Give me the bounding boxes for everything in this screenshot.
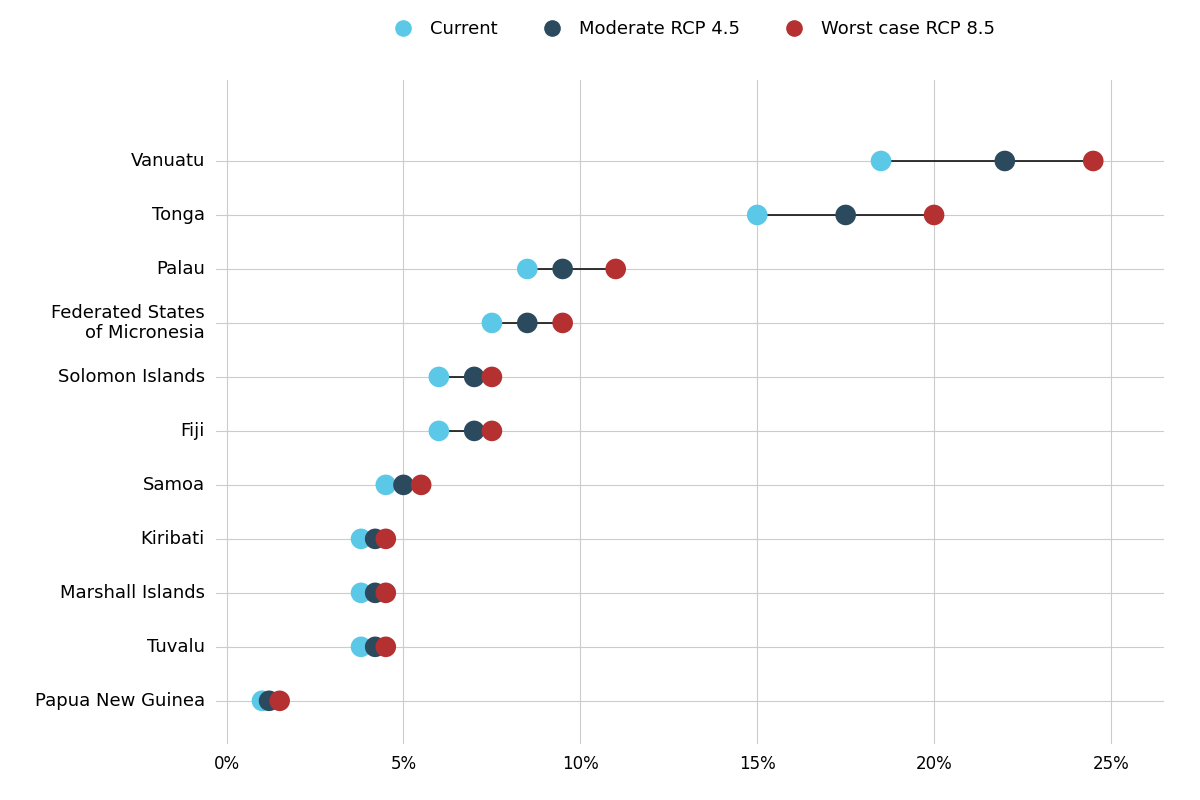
- Point: [352, 641, 371, 654]
- Point: [430, 425, 449, 438]
- Point: [366, 533, 385, 546]
- Point: [252, 694, 271, 707]
- Point: [376, 533, 395, 546]
- Point: [376, 478, 395, 491]
- Point: [366, 586, 385, 599]
- Point: [482, 425, 502, 438]
- Point: [430, 370, 449, 383]
- Point: [995, 154, 1014, 167]
- Point: [924, 209, 943, 222]
- Point: [366, 641, 385, 654]
- Point: [871, 154, 890, 167]
- Point: [376, 586, 395, 599]
- Point: [376, 641, 395, 654]
- Point: [394, 478, 413, 491]
- Point: [352, 533, 371, 546]
- Point: [748, 209, 767, 222]
- Point: [412, 478, 431, 491]
- Point: [464, 425, 484, 438]
- Point: [259, 694, 278, 707]
- Point: [517, 317, 536, 330]
- Point: [1084, 154, 1103, 167]
- Point: [606, 262, 625, 275]
- Point: [464, 370, 484, 383]
- Point: [270, 694, 289, 707]
- Legend: Current, Moderate RCP 4.5, Worst case RCP 8.5: Current, Moderate RCP 4.5, Worst case RC…: [378, 13, 1002, 45]
- Point: [553, 262, 572, 275]
- Point: [517, 262, 536, 275]
- Point: [836, 209, 856, 222]
- Point: [553, 317, 572, 330]
- Point: [352, 586, 371, 599]
- Point: [482, 317, 502, 330]
- Point: [482, 370, 502, 383]
